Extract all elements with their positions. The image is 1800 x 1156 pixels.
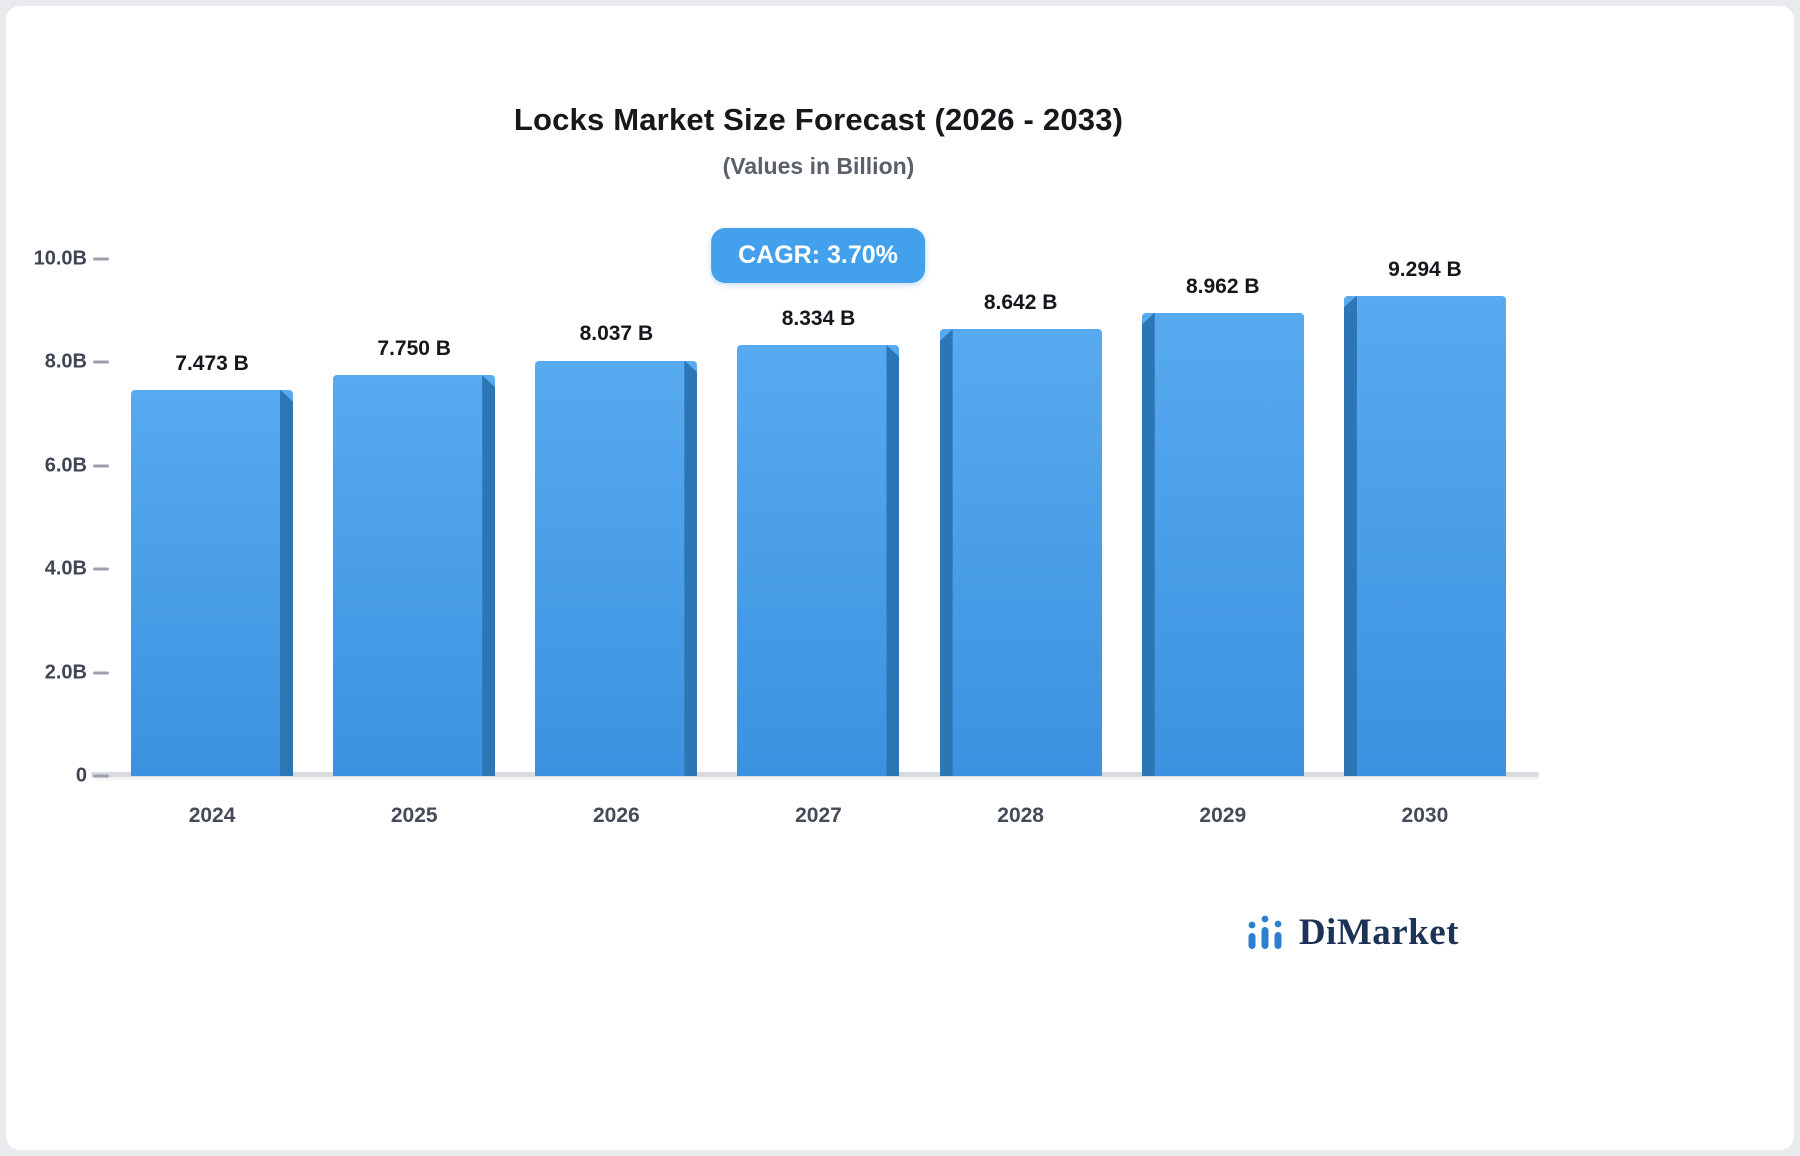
y-axis-tick-mark: [93, 360, 109, 364]
bar-group-2030: 9.294 B 2030: [1324, 257, 1526, 827]
x-axis-label: 2025: [390, 804, 438, 827]
brand-logo: DiMarket: [1243, 909, 1459, 955]
chart-subtitle: (Values in Billion): [722, 153, 915, 179]
y-axis-tick-label: 0: [75, 764, 87, 787]
bar-face: [131, 389, 294, 776]
bar-side-shade: [886, 345, 900, 776]
x-axis-label: 2024: [188, 804, 236, 827]
bar-side-shade: [1141, 312, 1155, 776]
bar-face: [1343, 295, 1506, 776]
bar-side-shade: [482, 375, 496, 776]
x-axis-label: 2028: [997, 804, 1044, 827]
bar-face: [737, 345, 900, 776]
y-axis-tick-mark: [93, 774, 109, 778]
y-axis-tick-label: 10.0B: [33, 247, 87, 270]
bar-value-label: 7.750 B: [377, 337, 451, 361]
y-axis-tick-mark: [93, 671, 109, 675]
bar-side-shade: [939, 329, 953, 776]
bar-chart-logo-icon: [1248, 915, 1282, 949]
plot-area: 0 2.0B 4.0B 6.0B 8.0B 10.0B 7.473 B 2024 7.750 B…: [34, 248, 1526, 827]
bar-2026: [535, 360, 698, 776]
x-axis-label: 2029: [1199, 804, 1247, 827]
y-axis-tick-mark: [93, 567, 109, 571]
y-axis-tick-label: 6.0B: [44, 454, 87, 477]
y-axis-tick-mark: [93, 257, 109, 261]
bar-value-label: 8.334 B: [781, 307, 856, 331]
bar-group-2024: 7.473 B 2024: [111, 259, 313, 827]
bar-2028: [939, 329, 1102, 776]
bar-side-shade: [1343, 295, 1357, 776]
bar-face: [939, 329, 1102, 776]
bar-group-2029: 8.962 B 2029: [1122, 259, 1324, 827]
chart-card: Locks Market Size Forecast (2026 - 2033)…: [6, 6, 1794, 1150]
bar-side-shade: [280, 389, 294, 776]
bar-group-2028: 8.642 B 2028: [920, 259, 1122, 827]
bar-2024: [131, 389, 294, 776]
chart-title: Locks Market Size Forecast (2026 - 2033): [513, 102, 1124, 137]
bar-group-2025: 7.750 B 2025: [313, 259, 515, 827]
bar-side-shade: [684, 360, 698, 776]
bar-face: [1141, 312, 1304, 776]
x-axis-label: 2027: [795, 804, 842, 827]
y-axis-tick-label: 2.0B: [44, 661, 87, 684]
y-axis-tick-label: 4.0B: [44, 557, 87, 580]
bar-value-label: 8.962 B: [1185, 274, 1260, 298]
bar-group-2026: 8.037 B 2026: [515, 259, 717, 827]
cagr-badge: CAGR: 3.70%: [711, 228, 925, 283]
bar-value-label: 8.642 B: [983, 291, 1058, 315]
brand-logo-text: DiMarket: [1298, 911, 1459, 953]
bar-value-label: 7.473 B: [175, 351, 249, 375]
bar-2029: [1141, 312, 1304, 776]
y-axis-tick-mark: [93, 464, 109, 468]
bar-value-label: 8.037 B: [579, 322, 654, 346]
bar-group-2027: 8.334 B 2027: [717, 259, 919, 827]
bar-2030: [1343, 295, 1506, 776]
y-axis-tick-label: 8.0B: [44, 350, 87, 373]
x-axis-label: 2030: [1401, 804, 1449, 827]
bar-2027: [737, 345, 900, 776]
bar-value-label: 9.294 B: [1388, 257, 1462, 281]
x-axis-label: 2026: [592, 804, 640, 827]
bar-face: [333, 375, 496, 776]
bar-face: [535, 360, 698, 776]
bar-2025: [333, 375, 496, 776]
